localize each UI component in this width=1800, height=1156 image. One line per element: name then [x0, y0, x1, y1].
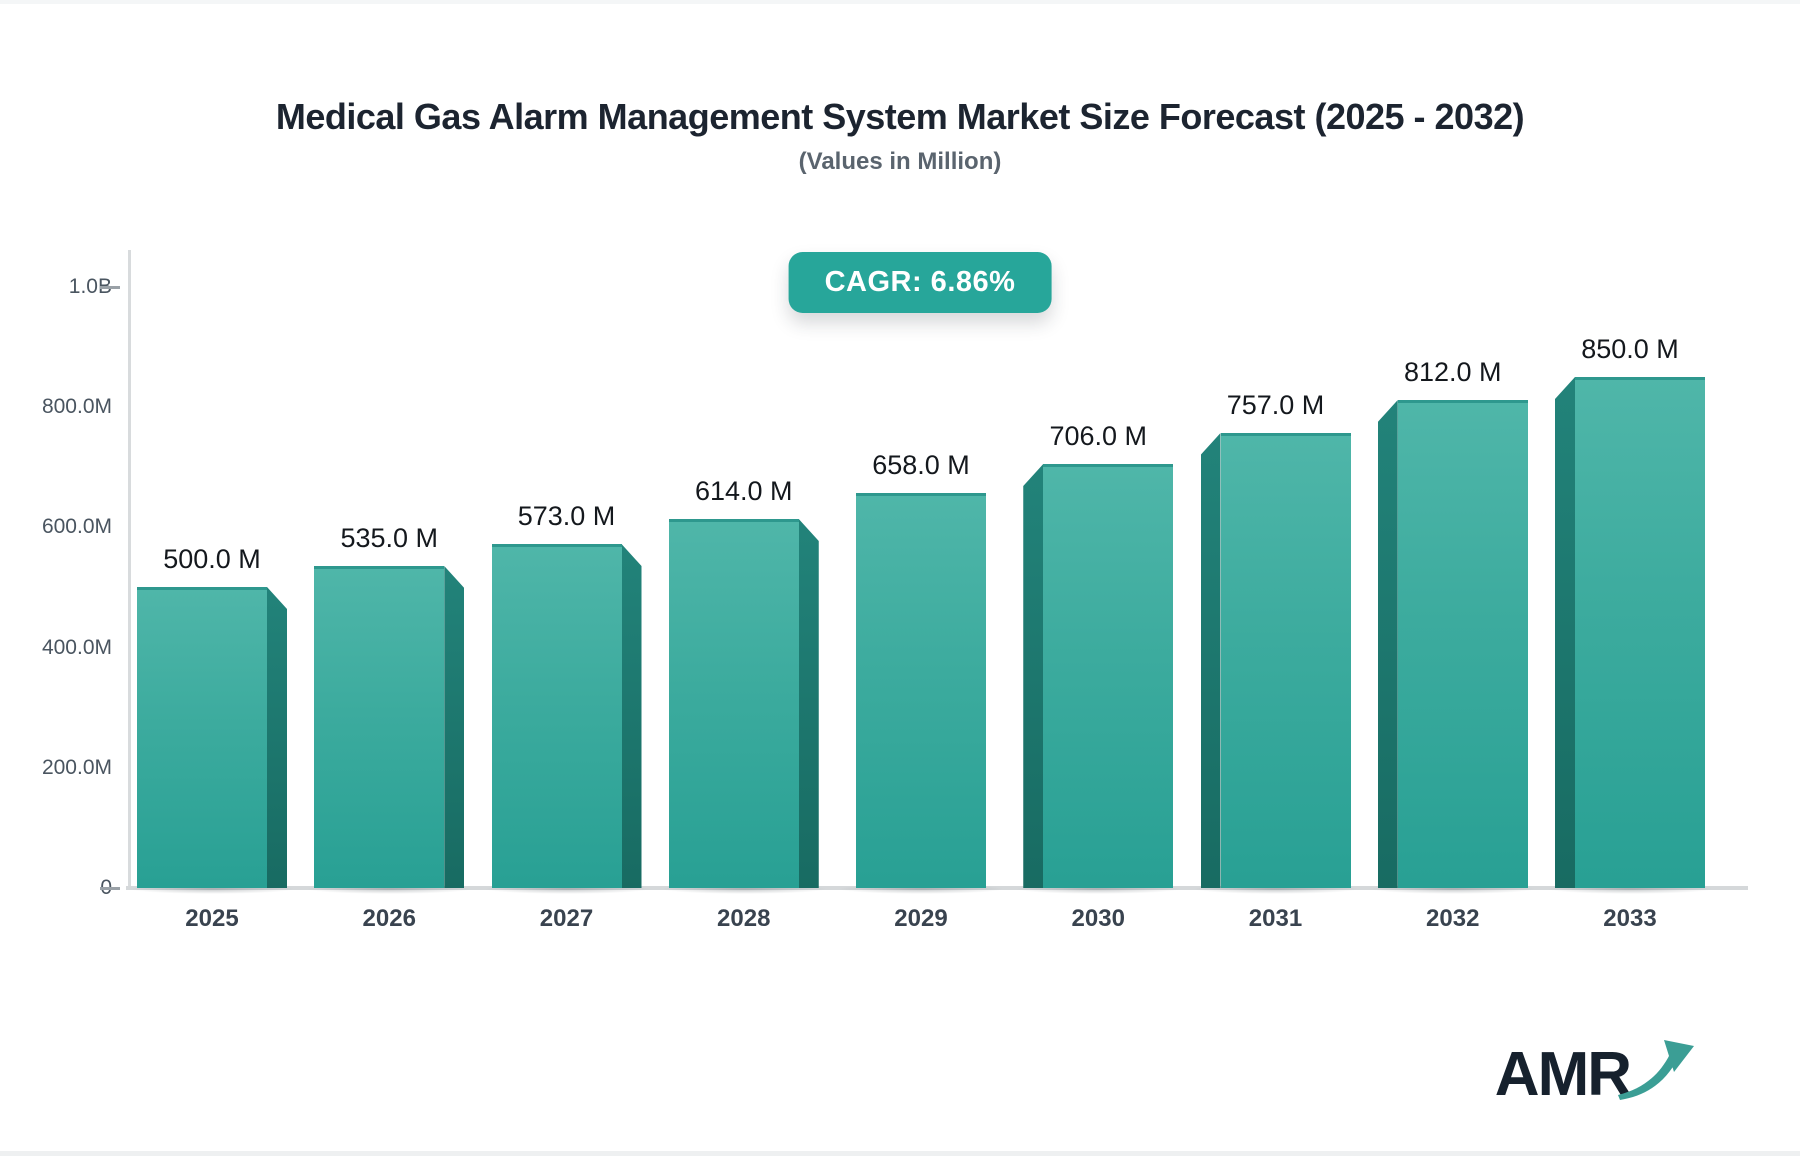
bar-ground-shadow [1547, 884, 1713, 894]
y-axis-tick-mark [100, 286, 120, 289]
bar-ground-shadow [483, 884, 650, 894]
x-axis-label-2025: 2025 [185, 905, 239, 932]
x-axis-label-2029: 2029 [894, 905, 948, 932]
x-axis-label-2033: 2033 [1603, 905, 1657, 932]
bar-2026[interactable] [314, 566, 445, 888]
bar-2030[interactable] [1043, 464, 1174, 888]
top-edge-strip [0, 0, 1800, 4]
bar-ground-shadow [1192, 884, 1359, 894]
bar-value-label: 850.0 M [1581, 334, 1679, 364]
bar-side-face-2030 [1023, 464, 1044, 888]
bar-ground-shadow [306, 884, 473, 894]
y-axis-tick-mark [100, 887, 120, 890]
bar-value-label: 812.0 M [1403, 357, 1502, 387]
bar-2025[interactable] [137, 587, 267, 888]
bar-side-face-2027 [621, 544, 642, 888]
x-axis-label-2028: 2028 [717, 905, 771, 932]
y-axis-tick-label: 200.0M [41, 755, 112, 779]
bar-side-face-2025 [267, 587, 287, 888]
bar-side-face-2026 [444, 566, 465, 888]
bar-value-label: 500.0 M [163, 544, 261, 574]
brand-logo: AMR [1494, 1040, 1700, 1109]
growth-arrow-icon [1618, 1040, 1694, 1100]
bottom-edge-strip [0, 1151, 1800, 1156]
bar-2027[interactable] [491, 544, 622, 888]
x-axis-label-2030: 2030 [1071, 905, 1125, 932]
y-axis-tick-label: 0 [20, 874, 112, 902]
x-axis-label-2026: 2026 [362, 905, 416, 932]
bar-value-label: 658.0 M [872, 450, 970, 480]
bar-value-label: 757.0 M [1226, 390, 1325, 420]
chart-subtitle: (Values in Million) [798, 148, 1002, 175]
x-axis-line [126, 886, 1748, 890]
cagr-badge: CAGR: 6.86% [788, 252, 1052, 313]
x-axis-label-2031: 2031 [1248, 905, 1303, 932]
y-axis-tick-label: 600.0M [41, 515, 112, 539]
bar-value-label: 573.0 M [517, 501, 616, 531]
bar-side-face-2033 [1555, 377, 1575, 888]
bar-2029[interactable] [856, 493, 986, 888]
bar-2028[interactable] [668, 519, 799, 888]
x-axis-label-2032: 2032 [1426, 905, 1480, 932]
y-axis-tick-label: 400.0M [41, 635, 112, 659]
logo-text: AMR [1494, 1040, 1632, 1109]
bar-side-face-2028 [798, 519, 819, 888]
bar-value-label: 535.0 M [340, 523, 439, 553]
chart-title: Medical Gas Alarm Management System Mark… [275, 96, 1525, 137]
bar-ground-shadow [660, 884, 827, 894]
y-axis-line [128, 250, 131, 890]
x-axis-label-2027: 2027 [539, 905, 594, 932]
y-axis-tick-label: 800.0M [41, 395, 112, 419]
bar-2031[interactable] [1220, 433, 1351, 888]
bar-value-label: 614.0 M [694, 476, 793, 506]
y-axis-tick-label: 1.0B [68, 275, 112, 298]
bar-value-label: 706.0 M [1049, 421, 1148, 451]
bar-side-face-2031 [1200, 433, 1221, 888]
bar-ground-shadow [1015, 884, 1182, 894]
bar-ground-shadow [838, 884, 1004, 894]
bar-side-face-2032 [1377, 400, 1398, 888]
bar-ground-shadow [1369, 884, 1536, 894]
bar-2032[interactable] [1397, 400, 1528, 888]
bar-2033[interactable] [1575, 377, 1705, 888]
bar-ground-shadow [129, 884, 295, 894]
